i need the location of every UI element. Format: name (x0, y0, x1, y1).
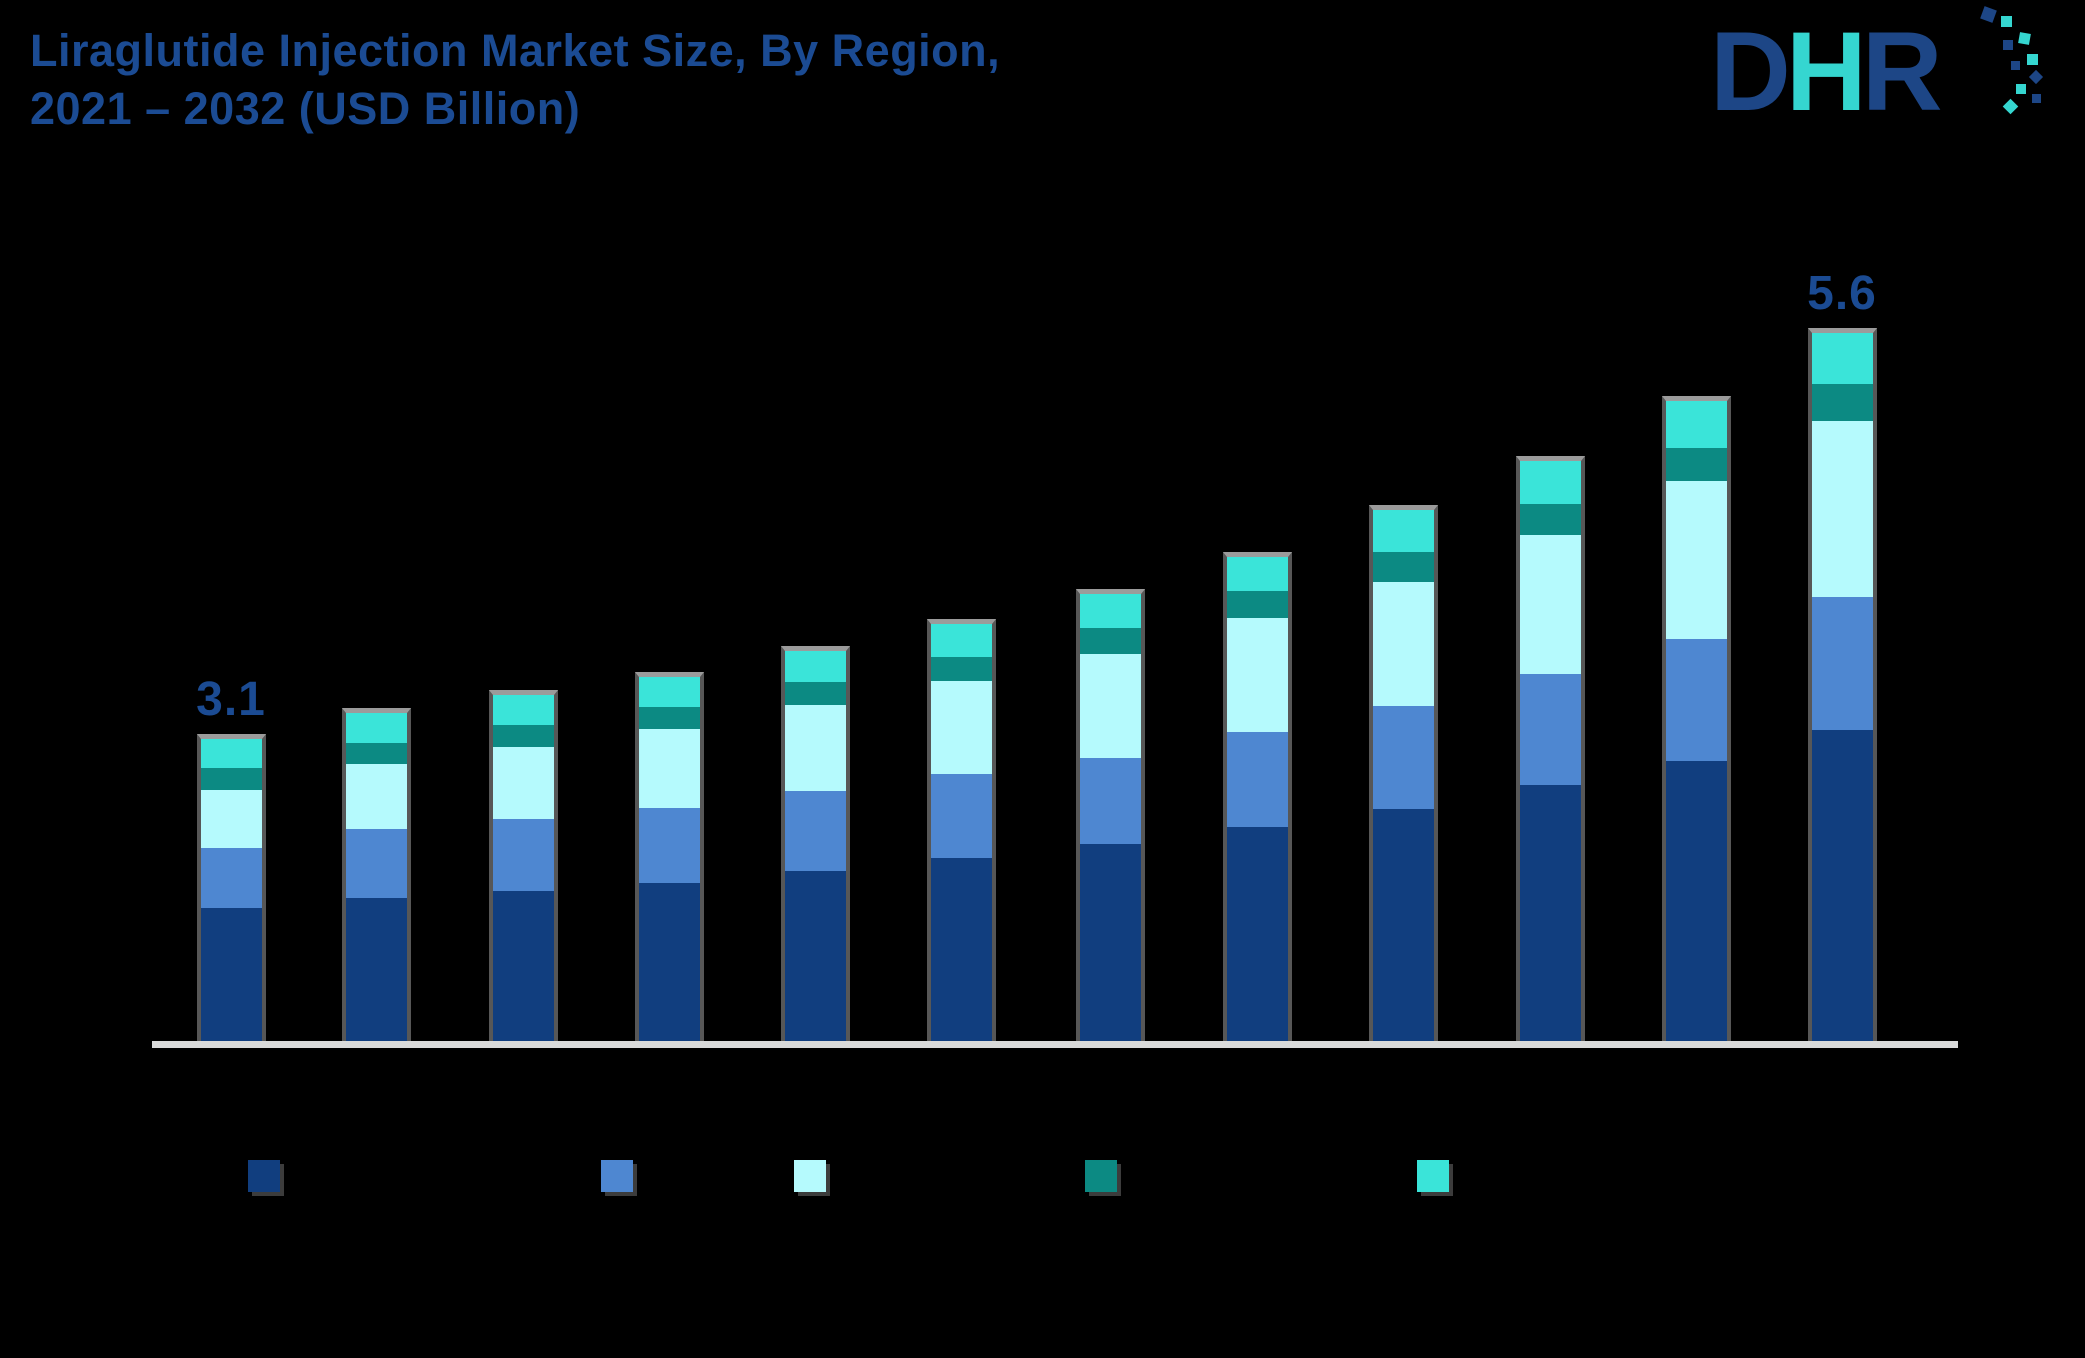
teal-segment (784, 682, 846, 705)
teal-swatch (1085, 1160, 1117, 1192)
teal-segment (345, 743, 407, 764)
bar-value-label-2021: 3.1 (196, 673, 266, 726)
navy-bottom-segment (492, 891, 554, 1041)
navy-bottom-segment (1811, 730, 1873, 1041)
medium-blue-segment (200, 848, 262, 908)
medium-blue-segment (492, 819, 554, 891)
logo-letter-d: D (1710, 9, 1791, 134)
logo-dot-icon (2018, 32, 2031, 45)
logo-dot-icon (2027, 54, 2038, 65)
turquoise-top-segment (1226, 557, 1288, 591)
medium-blue-segment (784, 791, 846, 871)
teal-segment (1372, 552, 1434, 582)
stacked-bar-2031 (1661, 396, 1731, 1041)
pale-cyan-segment (1519, 535, 1581, 674)
logo-dot-icon (2001, 16, 2012, 27)
pale-cyan-segment (345, 764, 407, 829)
medium-blue-segment (930, 774, 992, 858)
navy-swatch (248, 1160, 280, 1192)
teal-segment (1226, 591, 1288, 618)
medium-blue-segment (1519, 674, 1581, 785)
turquoise-top-segment (492, 695, 554, 725)
logo-letter-h: H (1785, 9, 1867, 134)
pale-cyan-segment (1226, 618, 1288, 732)
logo-dot-icon (2032, 94, 2041, 103)
turquoise-top-segment (1519, 461, 1581, 504)
pale-cyan-segment (638, 729, 700, 808)
navy-bottom-segment (1226, 827, 1288, 1041)
turquoise-top-segment (1372, 510, 1434, 552)
navy-bottom-segment (1519, 785, 1581, 1041)
teal-segment (638, 707, 700, 729)
bar-value-label-2032: 5.6 (1807, 267, 1877, 320)
navy-bottom-segment (1079, 844, 1141, 1041)
turquoise-top-segment (200, 739, 262, 768)
teal-segment (1811, 384, 1873, 421)
chart-title-line2: 2021 – 2032 (USD Billion) (30, 82, 581, 134)
pale-cyan-segment (492, 747, 554, 819)
chart-title-line1: Liraglutide Injection Market Size, By Re… (30, 25, 1001, 76)
medium-blue-segment (345, 829, 407, 898)
medium-blue-segment (638, 808, 700, 883)
navy-bottom-segment (1372, 809, 1434, 1041)
medium-blue-segment (1226, 732, 1288, 827)
x-axis-line (152, 1041, 1958, 1048)
navy-bottom-segment (930, 858, 992, 1041)
stacked-bar-2026 (926, 619, 996, 1041)
dhr-logo: DHR (1710, 6, 2044, 168)
stacked-bar-2029 (1368, 505, 1438, 1041)
logo-dot-icon (2028, 69, 2044, 85)
medium-blue-segment (1372, 706, 1434, 809)
stacked-bar-2022 (341, 708, 411, 1041)
turquoise-top-segment (1811, 333, 1873, 384)
teal-segment (1665, 448, 1727, 481)
pale-cyan-segment (784, 705, 846, 791)
turquoise-top-segment (1665, 401, 1727, 448)
medium-blue-segment (1665, 639, 1727, 761)
logo-dot-icon (2016, 84, 2026, 94)
navy-bottom-segment (345, 898, 407, 1041)
pale-cyan-segment (1665, 481, 1727, 639)
turquoise-top-segment (784, 651, 846, 682)
medium-blue-segment (1079, 758, 1141, 844)
dhr-logo-letters: DHR (1710, 16, 1943, 128)
teal-segment (1079, 628, 1141, 654)
turquoise-top-segment (930, 624, 992, 657)
stacked-bar-2021 (196, 734, 266, 1041)
stacked-bar-2030 (1515, 456, 1585, 1041)
navy-bottom-segment (1665, 761, 1727, 1041)
teal-segment (200, 768, 262, 790)
stacked-bar-2027 (1075, 589, 1145, 1041)
pale-cyan-segment (200, 790, 262, 848)
navy-bottom-segment (638, 883, 700, 1041)
pale-cyan-segment (1372, 582, 1434, 706)
turquoise-top-segment (638, 677, 700, 707)
logo-dot-icon (2011, 61, 2020, 70)
teal-segment (930, 657, 992, 681)
logo-dot-icon (2002, 98, 2019, 115)
logo-letter-r: R (1861, 9, 1943, 134)
stacked-bar-2023 (488, 690, 558, 1041)
turquoise-top-segment (1079, 594, 1141, 628)
teal-segment (1519, 504, 1581, 535)
stacked-bar-2024 (634, 672, 704, 1041)
teal-segment (492, 725, 554, 747)
pale-cyan-segment (1079, 654, 1141, 758)
turquoise-swatch (1417, 1160, 1449, 1192)
logo-dot-icon (1980, 6, 1997, 23)
stacked-bar-2032 (1807, 328, 1877, 1041)
navy-bottom-segment (784, 871, 846, 1041)
stacked-bar-2028 (1222, 552, 1292, 1041)
logo-dot-icon (2003, 40, 2013, 50)
pale-cyan-segment (1811, 421, 1873, 597)
pale-cyan-segment (930, 681, 992, 774)
stacked-bar-2025 (780, 646, 850, 1041)
navy-bottom-segment (200, 908, 262, 1041)
pale-cyan-swatch (794, 1160, 826, 1192)
medium-blue-segment (1811, 597, 1873, 730)
medium-blue-swatch (601, 1160, 633, 1192)
turquoise-top-segment (345, 713, 407, 743)
chart-title: Liraglutide Injection Market Size, By Re… (30, 22, 1000, 137)
